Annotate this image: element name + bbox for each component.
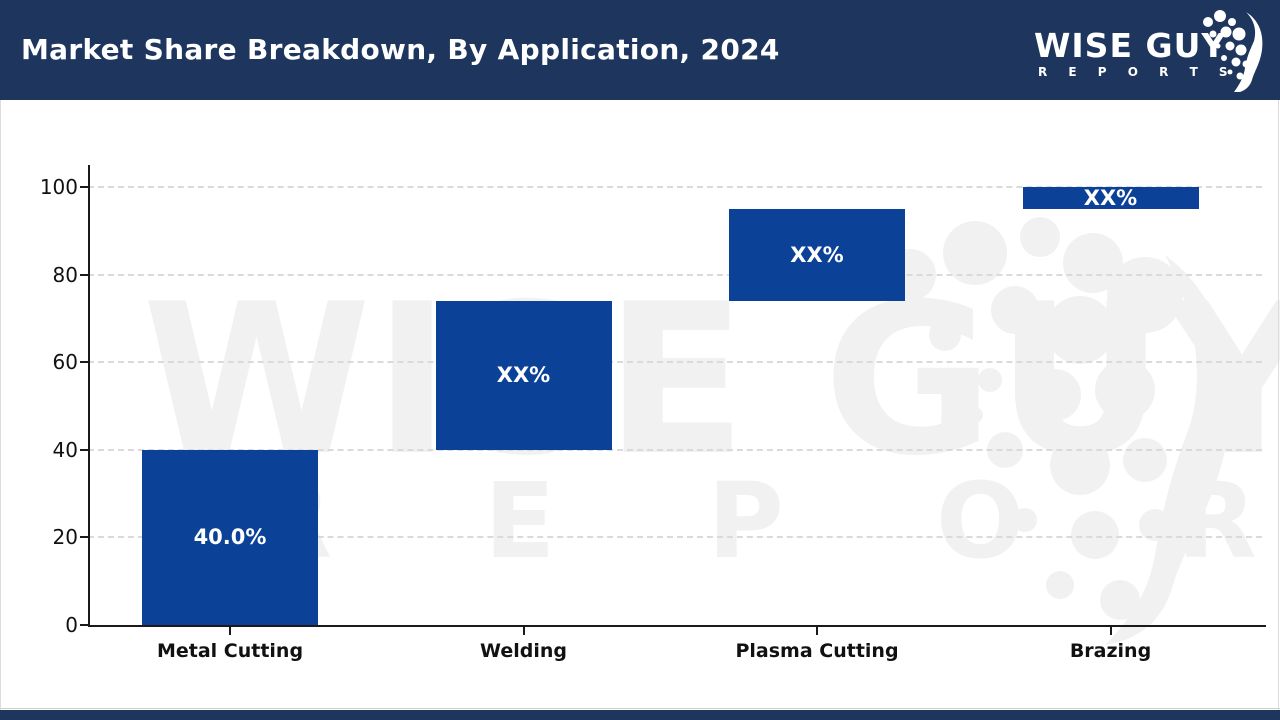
bar-value-label: XX%: [1083, 185, 1138, 210]
gridline-60: [88, 361, 1262, 364]
left-border: [0, 100, 1, 710]
brand-name: WISE GUY: [1034, 26, 1227, 65]
y-axis-tick-label: 100: [39, 175, 78, 199]
x-axis-category-label: Metal Cutting: [156, 640, 304, 662]
header-bar: Market Share Breakdown, By Application, …: [0, 0, 1280, 100]
y-axis-tick-mark: [80, 186, 88, 188]
y-axis-tick-label: 0: [65, 613, 78, 637]
bar-brazing: [1022, 187, 1199, 209]
x-axis-spine: [88, 625, 1266, 627]
y-axis-tick-mark: [80, 448, 88, 451]
x-axis-tick-mark: [1109, 627, 1112, 635]
x-axis-tick-mark: [522, 627, 525, 635]
bar-welding: [435, 300, 612, 450]
bar-value-label: XX%: [790, 242, 844, 267]
y-axis-tick-mark: [80, 536, 88, 539]
x-axis-tick-mark: [816, 627, 818, 635]
x-axis-category-label: Welding: [480, 640, 567, 662]
brand-logo: WISE GUY R E P O R T S: [1012, 8, 1263, 92]
y-axis-spine: [88, 165, 90, 627]
y-axis-tick-label: 20: [52, 525, 78, 550]
gridline-100: [88, 186, 1262, 188]
x-axis-category-label: Plasma Cutting: [735, 640, 899, 662]
page-title: Market Share Breakdown, By Application, …: [21, 33, 780, 66]
x-axis-category-label: Brazing: [1069, 640, 1152, 662]
y-axis-tick-mark: [80, 273, 88, 276]
x-axis-tick-mark: [229, 627, 231, 635]
y-axis-tick-label: 80: [52, 262, 78, 287]
brand-subtitle: R E P O R T S: [1038, 65, 1237, 79]
footer-hairline: [0, 708, 1280, 709]
right-border: [1278, 100, 1279, 710]
y-axis-tick-label: 40: [52, 437, 78, 462]
bar-value-label: XX%: [496, 363, 551, 388]
bar-metal-cutting: [142, 449, 318, 625]
bar-plasma-cutting: [729, 208, 905, 301]
brand-face-icon: [1203, 10, 1263, 92]
y-axis-tick-label: 60: [52, 350, 78, 375]
bar-value-label: 40.0%: [193, 525, 267, 550]
y-axis-tick-mark: [80, 624, 88, 626]
footer-bar: [0, 710, 1280, 720]
gridline-20: [88, 536, 1262, 539]
gridline-40: [88, 448, 1262, 451]
gridline-80: [88, 273, 1262, 276]
y-axis-tick-mark: [80, 361, 88, 364]
